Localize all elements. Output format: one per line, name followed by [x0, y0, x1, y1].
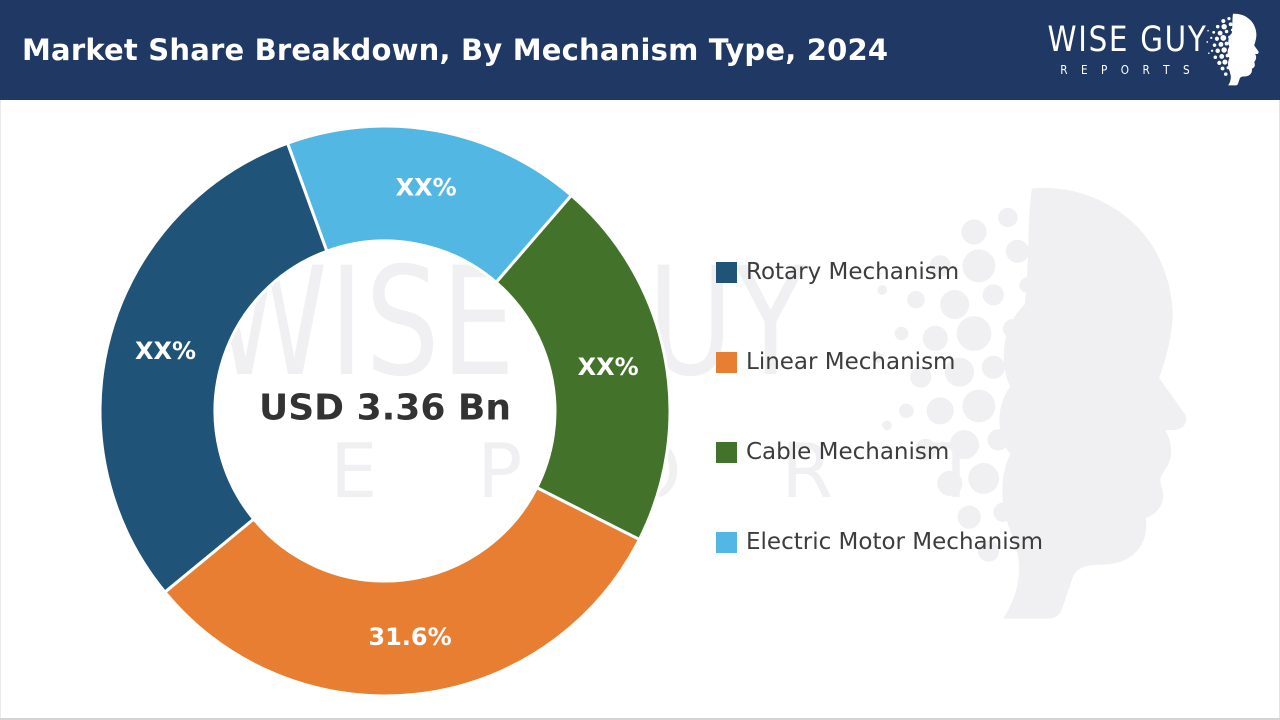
header: Market Share Breakdown, By Mechanism Typ…	[0, 0, 1280, 100]
donut-chart: XX% XX% 31.6% XX% USD 3.36 Bn	[98, 124, 672, 698]
donut-slice-cable-mechanism[interactable]	[494, 193, 672, 541]
legend-label: Rotary Mechanism	[746, 259, 960, 285]
legend-item-linear-mechanism[interactable]: Linear Mechanism	[716, 349, 1043, 375]
logo-wordmark: WISE GUY	[1047, 20, 1208, 60]
chart-area: WISE GUY R E P O R T S XX% XX% 31.6% XX% US…	[0, 100, 1280, 720]
legend-label: Cable Mechanism	[746, 439, 950, 465]
donut-slice-rotary-mechanism[interactable]	[98, 141, 329, 594]
legend-label: Electric Motor Mechanism	[746, 529, 1043, 555]
page-title: Market Share Breakdown, By Mechanism Typ…	[22, 33, 889, 67]
legend-swatch	[716, 531, 737, 553]
legend-swatch	[716, 351, 737, 373]
legend-label: Linear Mechanism	[746, 349, 956, 375]
logo-face-icon	[1204, 13, 1262, 87]
slice-label: 31.6%	[368, 623, 451, 651]
legend-item-rotary-mechanism[interactable]: Rotary Mechanism	[716, 259, 1043, 285]
legend-swatch	[716, 261, 737, 283]
legend-swatch	[716, 441, 737, 463]
logo-subtext: R E P O R T S	[1060, 62, 1196, 77]
legend: Rotary Mechanism Linear Mechanism Cable …	[716, 259, 1043, 555]
wiseguy-logo: WISE GUY R E P O R T S	[1017, 13, 1262, 87]
slice-label: XX%	[135, 337, 196, 365]
donut-slice-electric-motor-mechanism[interactable]	[286, 124, 573, 284]
donut-slice-linear-mechanism[interactable]	[163, 486, 641, 698]
donut-center-value: USD 3.36 Bn	[259, 388, 511, 429]
logo-text: WISE GUY R E P O R T S	[1047, 20, 1208, 78]
slice-label: XX%	[396, 173, 457, 201]
slice-label: XX%	[578, 353, 639, 381]
legend-item-cable-mechanism[interactable]: Cable Mechanism	[716, 439, 1043, 465]
legend-item-electric-motor-mechanism[interactable]: Electric Motor Mechanism	[716, 529, 1043, 555]
